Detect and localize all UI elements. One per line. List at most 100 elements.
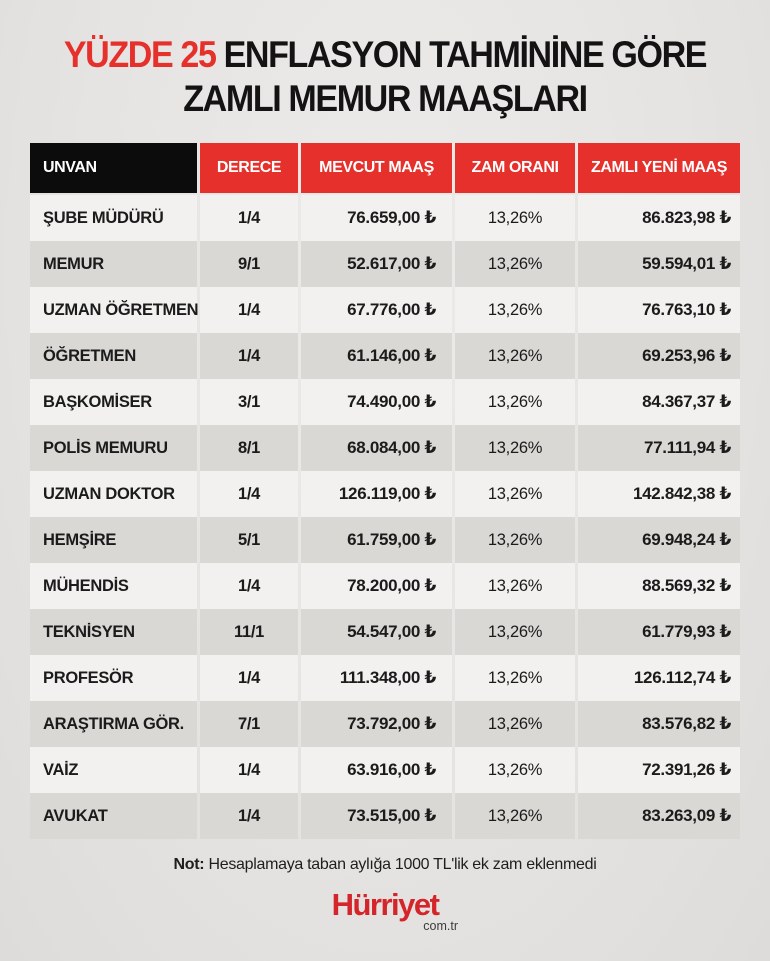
cell-zam-orani: 13,26%: [455, 655, 575, 701]
cell-mevcut-maas: 52.617,00 ₺: [301, 241, 452, 287]
cell-mevcut-maas: 54.547,00 ₺: [301, 609, 452, 655]
cell-zamli-yeni-maas: 69.253,96 ₺: [578, 333, 740, 379]
title-line1-rest: ENFLASYON TAHMİNİNE GÖRE: [215, 34, 708, 75]
cell-unvan: ÖĞRETMEN: [30, 333, 197, 379]
page-title: YÜZDE 25 ENFLASYON TAHMİNİNE GÖRE ZAMLI …: [0, 0, 770, 121]
cell-mevcut-maas: 126.119,00 ₺: [301, 471, 452, 517]
cell-zamli-yeni-maas: 72.391,26 ₺: [578, 747, 740, 793]
cell-zam-orani: 13,26%: [455, 517, 575, 563]
cell-zam-orani: 13,26%: [455, 379, 575, 425]
cell-derece: 5/1: [200, 517, 298, 563]
cell-derece: 8/1: [200, 425, 298, 471]
title-line2: ZAMLI MEMUR MAAŞLARI: [183, 78, 588, 119]
cell-zam-orani: 13,26%: [455, 793, 575, 839]
cell-mevcut-maas: 61.146,00 ₺: [301, 333, 452, 379]
cell-unvan: ŞUBE MÜDÜRÜ: [30, 195, 197, 241]
cell-mevcut-maas: 76.659,00 ₺: [301, 195, 452, 241]
cell-zam-orani: 13,26%: [455, 333, 575, 379]
cell-unvan: AVUKAT: [30, 793, 197, 839]
header-cell-mevcut-maas: MEVCUT MAAŞ: [301, 143, 452, 193]
table-row: ARAŞTIRMA GÖR. 7/1 73.792,00 ₺ 13,26% 83.576…: [30, 701, 740, 747]
salary-table: UNVAN DERECE MEVCUT MAAŞ ZAM ORANI ZAMLI…: [30, 143, 740, 839]
cell-derece: 1/4: [200, 471, 298, 517]
cell-zamli-yeni-maas: 86.823,98 ₺: [578, 195, 740, 241]
cell-zamli-yeni-maas: 76.763,10 ₺: [578, 287, 740, 333]
cell-zamli-yeni-maas: 61.779,93 ₺: [578, 609, 740, 655]
header-cell-unvan: UNVAN: [30, 143, 197, 193]
cell-zam-orani: 13,26%: [455, 609, 575, 655]
title-highlight: YÜZDE 25: [63, 34, 217, 75]
header-cell-zamli-yeni-maas: ZAMLI YENİ MAAŞ: [578, 143, 740, 193]
cell-mevcut-maas: 63.916,00 ₺: [301, 747, 452, 793]
cell-derece: 1/4: [200, 333, 298, 379]
cell-zamli-yeni-maas: 69.948,24 ₺: [578, 517, 740, 563]
cell-zamli-yeni-maas: 88.569,32 ₺: [578, 563, 740, 609]
cell-unvan: TEKNİSYEN: [30, 609, 197, 655]
cell-mevcut-maas: 78.200,00 ₺: [301, 563, 452, 609]
table-row: VAİZ 1/4 63.916,00 ₺ 13,26% 72.391,26 ₺: [30, 747, 740, 793]
cell-zam-orani: 13,26%: [455, 563, 575, 609]
table-body: ŞUBE MÜDÜRÜ 1/4 76.659,00 ₺ 13,26% 86.823,98…: [30, 195, 740, 839]
table-row: ŞUBE MÜDÜRÜ 1/4 76.659,00 ₺ 13,26% 86.823,98…: [30, 195, 740, 241]
cell-unvan: MEMUR: [30, 241, 197, 287]
cell-zam-orani: 13,26%: [455, 241, 575, 287]
brand-name: Hürriyet: [331, 887, 440, 922]
cell-derece: 9/1: [200, 241, 298, 287]
cell-unvan: UZMAN ÖĞRETMEN: [30, 287, 199, 333]
cell-derece: 7/1: [200, 701, 298, 747]
table-row: UZMAN DOKTOR 1/4 126.119,00 ₺ 13,26% 142.842…: [30, 471, 740, 517]
cell-unvan: POLİS MEMURU: [30, 425, 197, 471]
cell-unvan: MÜHENDİS: [30, 563, 197, 609]
table-row: POLİS MEMURU 8/1 68.084,00 ₺ 13,26% 77.111,9…: [30, 425, 740, 471]
cell-derece: 3/1: [200, 379, 298, 425]
cell-derece: 1/4: [200, 563, 298, 609]
cell-zam-orani: 13,26%: [455, 425, 575, 471]
table-row: HEMŞİRE 5/1 61.759,00 ₺ 13,26% 69.948,24 ₺: [30, 517, 740, 563]
cell-mevcut-maas: 73.792,00 ₺: [301, 701, 452, 747]
table-row: AVUKAT 1/4 73.515,00 ₺ 13,26% 83.263,09 ₺: [30, 793, 740, 839]
cell-derece: 1/4: [200, 747, 298, 793]
brand-logo: Hürriyet com.tr: [310, 887, 460, 934]
header-cell-derece: DERECE: [200, 143, 298, 193]
cell-zam-orani: 13,26%: [455, 701, 575, 747]
table-row: MEMUR 9/1 52.617,00 ₺ 13,26% 59.594,01 ₺: [30, 241, 740, 287]
cell-zam-orani: 13,26%: [455, 471, 575, 517]
cell-derece: 1/4: [200, 655, 298, 701]
table-row: TEKNİSYEN 11/1 54.547,00 ₺ 13,26% 61.779,93 …: [30, 609, 740, 655]
cell-mevcut-maas: 111.348,00 ₺: [301, 655, 452, 701]
title-line1: YÜZDE 25 ENFLASYON TAHMİNİNE GÖRE: [31, 33, 739, 77]
table-row: MÜHENDİS 1/4 78.200,00 ₺ 13,26% 88.569,32 ₺: [30, 563, 740, 609]
cell-derece: 1/4: [200, 793, 298, 839]
cell-zamli-yeni-maas: 83.576,82 ₺: [578, 701, 740, 747]
cell-zamli-yeni-maas: 126.112,74 ₺: [578, 655, 740, 701]
cell-derece: 1/4: [200, 195, 298, 241]
cell-mevcut-maas: 68.084,00 ₺: [301, 425, 452, 471]
table-header-row: UNVAN DERECE MEVCUT MAAŞ ZAM ORANI ZAMLI…: [30, 143, 740, 193]
cell-derece: 1/4: [200, 287, 298, 333]
cell-unvan: VAİZ: [30, 747, 197, 793]
cell-zam-orani: 13,26%: [455, 747, 575, 793]
cell-zamli-yeni-maas: 84.367,37 ₺: [578, 379, 740, 425]
table-row: PROFESÖR 1/4 111.348,00 ₺ 13,26% 126.112,74 …: [30, 655, 740, 701]
table-row: UZMAN ÖĞRETMEN 1/4 67.776,00 ₺ 13,26% 76.763…: [30, 287, 740, 333]
table-row: ÖĞRETMEN 1/4 61.146,00 ₺ 13,26% 69.253,96 ₺: [30, 333, 740, 379]
cell-derece: 11/1: [200, 609, 298, 655]
header-cell-zam-orani: ZAM ORANI: [455, 143, 575, 193]
cell-zamli-yeni-maas: 83.263,09 ₺: [578, 793, 740, 839]
cell-mevcut-maas: 74.490,00 ₺: [301, 379, 452, 425]
cell-zamli-yeni-maas: 59.594,01 ₺: [578, 241, 740, 287]
cell-mevcut-maas: 61.759,00 ₺: [301, 517, 452, 563]
cell-unvan: PROFESÖR: [30, 655, 197, 701]
cell-mevcut-maas: 67.776,00 ₺: [301, 287, 452, 333]
cell-zam-orani: 13,26%: [455, 287, 575, 333]
cell-mevcut-maas: 73.515,00 ₺: [301, 793, 452, 839]
cell-unvan: BAŞKOMİSER: [30, 379, 197, 425]
cell-unvan: HEMŞİRE: [30, 517, 197, 563]
brand-domain: com.tr: [423, 919, 458, 933]
footnote-text: Hesaplamaya taban aylığa 1000 TL'lik ek …: [204, 856, 597, 873]
cell-zamli-yeni-maas: 77.111,94 ₺: [578, 425, 740, 471]
cell-zamli-yeni-maas: 142.842,38 ₺: [578, 471, 740, 517]
footnote-label: Not:: [173, 856, 205, 873]
footnote: Not: Hesaplamaya taban aylığa 1000 TL'li…: [0, 856, 770, 874]
